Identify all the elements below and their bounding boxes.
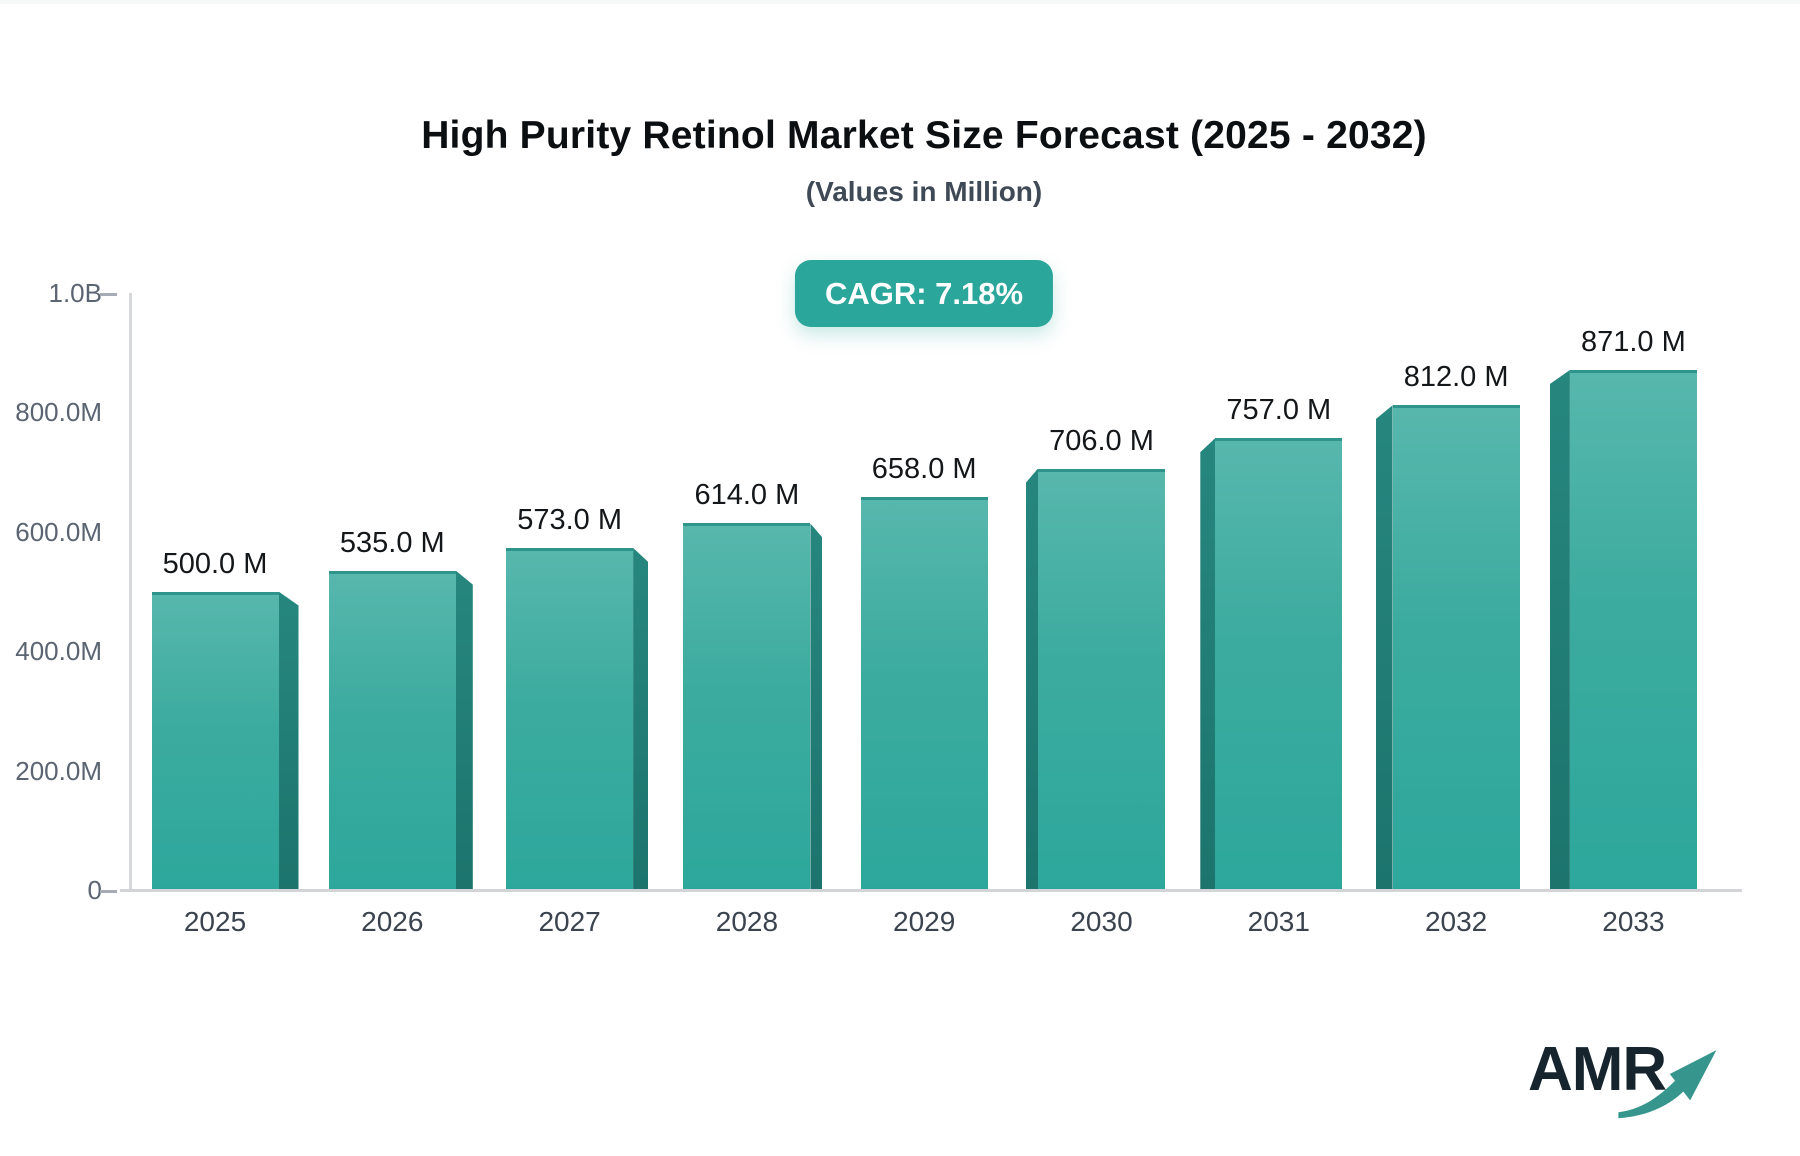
bar-value-label: 757.0 M [1226,394,1332,427]
bar-2026 [328,570,456,890]
y-axis-line [129,293,132,891]
bar-value-label: 535.0 M [339,526,445,559]
x-axis-category-label: 2031 [1247,906,1310,937]
bar-value-label: 871.0 M [1580,326,1686,358]
growth-arrow-icon [1618,1050,1717,1119]
bar-2032 [1392,405,1520,890]
cagr-badge: CAGR: 7.18% [794,260,1054,327]
y-axis-tick-mark [100,890,117,893]
x-axis-category-label: 2028 [715,906,779,937]
amr-logo: AMR [1528,1026,1728,1126]
bar-value-label: 614.0 M [694,479,800,512]
x-axis-line [120,889,1742,892]
bar-3d-side [1375,405,1393,890]
bar-2029 [860,497,988,890]
bar-3d-side [1200,438,1216,890]
y-axis-tick-label: 0 [87,875,102,905]
y-axis-tick-label: 1.0B [48,278,103,308]
x-axis-category-label: 2029 [893,906,956,937]
x-axis-category-label: 2033 [1602,906,1665,937]
bar-3d-side [1549,370,1570,890]
bar-value-label: 658.0 M [871,453,977,486]
chart-subtitle: (Values in Million) [805,176,1043,207]
x-axis-category-label: 2027 [538,906,601,937]
bar-3d-side [278,591,299,890]
y-axis-tick-mark [100,293,117,296]
y-axis-tick-label: 200.0M [15,755,102,786]
bar-3d-side [810,523,823,890]
bar-3d-side [455,570,473,890]
x-axis-category-label: 2030 [1070,906,1133,937]
bar-3d-side [1026,468,1038,890]
bar-2027 [506,547,634,890]
bar-value-label: 573.0 M [517,503,622,536]
y-axis-tick-label: 600.0M [15,516,102,547]
amr-logo-text: AMR [1528,1035,1667,1104]
y-axis-tick-label: 400.0M [15,636,102,667]
bar-2033 [1569,370,1697,890]
x-axis-category-label: 2025 [183,906,247,937]
bar-2031 [1215,438,1343,890]
y-axis-tick-label: 800.0M [15,397,102,428]
chart-title: High Purity Retinol Market Size Forecast… [421,114,1427,157]
bar-2028 [683,523,811,890]
bar-3d-side [633,547,649,890]
plot-area: 1.0B 800.0M 600.0M 400.0M 200.0M 0 500.0 M 535… [0,4,1800,1156]
x-axis-category-label: 2032 [1424,906,1488,937]
bar-value-label: 706.0 M [1049,424,1154,457]
bar-2025 [151,591,279,890]
x-axis-category-label: 2026 [361,906,424,937]
bar-value-label: 812.0 M [1403,361,1509,394]
bar-value-label: 500.0 M [162,547,268,580]
bar-2030 [1038,468,1165,890]
